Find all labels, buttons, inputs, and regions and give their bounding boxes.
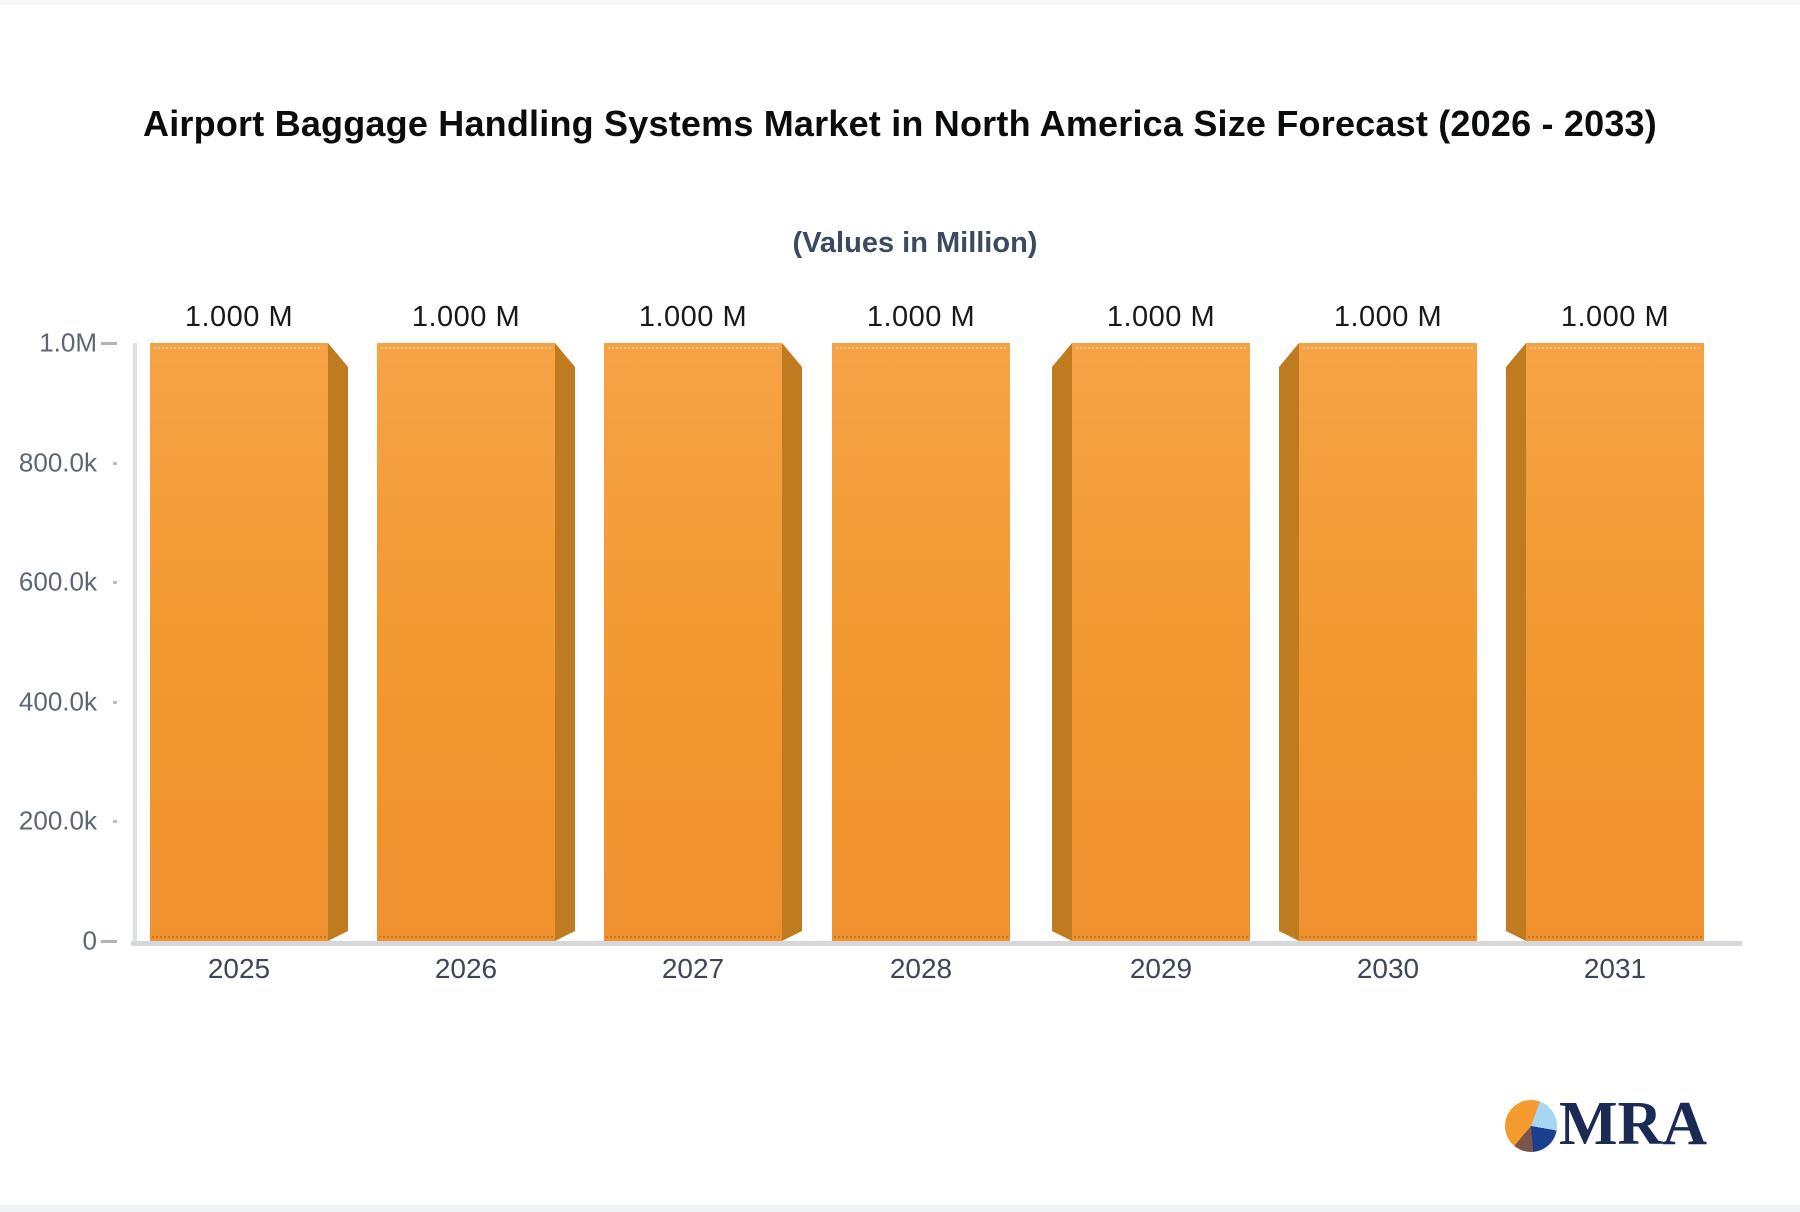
y-tick-mark xyxy=(113,461,117,465)
chart-title: Airport Baggage Handling Systems Market … xyxy=(143,103,1657,144)
bar-side-face xyxy=(1279,343,1299,941)
bar-side-face xyxy=(555,343,575,941)
x-tick-label-2031: 2031 xyxy=(1583,953,1647,984)
x-tick-label-2025: 2025 xyxy=(207,953,271,984)
y-tick-mark xyxy=(113,581,117,585)
bar-face-2027[interactable] xyxy=(604,343,782,941)
bar-value-label-2030: 1.000 M xyxy=(1333,301,1443,333)
bar-face-2031[interactable] xyxy=(1526,343,1704,941)
bar-value-label-2026: 1.000 M xyxy=(411,301,521,333)
bar-face-2025[interactable] xyxy=(150,343,328,941)
bottom-edge-strip xyxy=(0,1205,1800,1212)
bar-side-face xyxy=(1052,343,1072,941)
top-edge-strip xyxy=(0,0,1800,5)
bar-2026[interactable] xyxy=(377,343,575,941)
x-tick-label-2029: 2029 xyxy=(1129,953,1193,984)
bar-value-label-2027: 1.000 M xyxy=(638,301,748,333)
y-axis-line xyxy=(133,343,137,946)
y-tick-label-1.0M: 1.0M xyxy=(39,327,97,358)
x-tick-label-2030: 2030 xyxy=(1356,953,1420,984)
bar-face-2030[interactable] xyxy=(1299,343,1477,941)
pie-chart-logo-icon xyxy=(1505,1100,1557,1152)
y-tick-label-400.0k: 400.0k xyxy=(18,686,97,717)
y-tick-label-0: 0 xyxy=(82,925,97,956)
y-tick-label-800.0k: 800.0k xyxy=(18,447,97,478)
bar-value-label-2029: 1.000 M xyxy=(1106,301,1216,333)
x-tick-label-2026: 2026 xyxy=(434,953,498,984)
x-tick-label-2028: 2028 xyxy=(889,953,953,984)
bar-value-label-2028: 1.000 M xyxy=(866,301,976,333)
bar-face-2028[interactable] xyxy=(832,343,1010,941)
y-tick-label-600.0k: 600.0k xyxy=(18,566,97,597)
bar-2028[interactable] xyxy=(832,343,1010,941)
y-tick-mark xyxy=(113,700,117,704)
bar-2025[interactable] xyxy=(150,343,348,941)
bar-2027[interactable] xyxy=(604,343,802,941)
x-tick-label-2027: 2027 xyxy=(661,953,725,984)
bar-2029[interactable] xyxy=(1052,343,1250,941)
y-tick-label-200.0k: 200.0k xyxy=(18,805,97,836)
bar-side-face xyxy=(328,343,348,941)
bar-value-label-2025: 1.000 M xyxy=(184,301,294,333)
logo-text: MRA xyxy=(1559,1090,1708,1158)
y-tick-mark xyxy=(101,342,117,345)
y-tick-mark xyxy=(101,940,117,943)
bar-2031[interactable] xyxy=(1506,343,1704,941)
bar-face-2026[interactable] xyxy=(377,343,555,941)
bar-2030[interactable] xyxy=(1279,343,1477,941)
chart-subtitle: (Values in Million) xyxy=(792,227,1038,259)
mra-logo: MRA xyxy=(1505,1093,1707,1155)
y-tick-mark xyxy=(113,820,117,824)
bar-value-label-2031: 1.000 M xyxy=(1560,301,1670,333)
x-axis-line xyxy=(131,941,1742,946)
bar-side-face xyxy=(1506,343,1526,941)
bar-side-face xyxy=(782,343,802,941)
bar-face-2029[interactable] xyxy=(1072,343,1250,941)
